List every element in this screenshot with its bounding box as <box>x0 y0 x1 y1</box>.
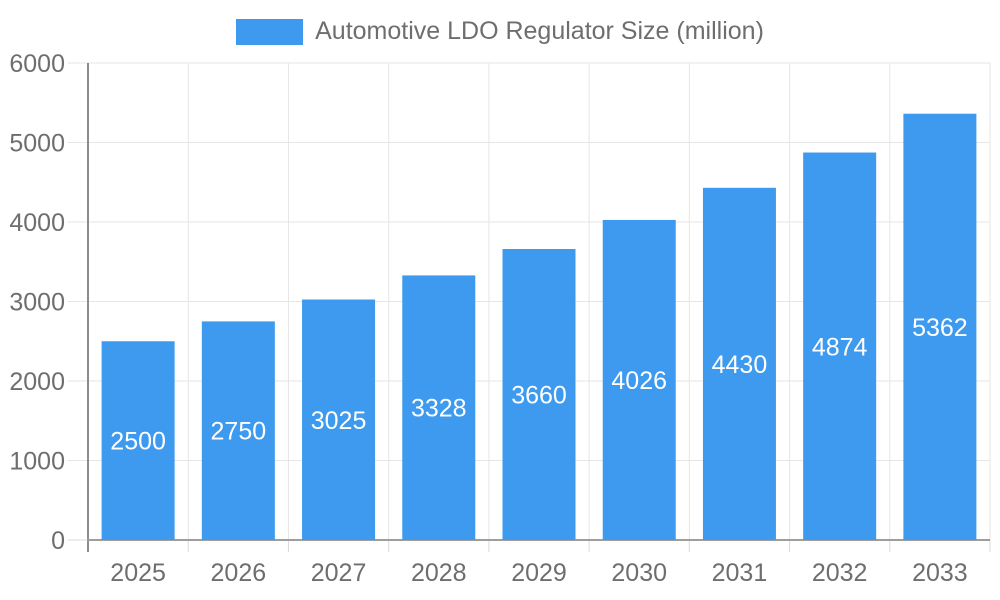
bar-2032 <box>803 152 877 540</box>
bar-2029 <box>502 249 576 540</box>
x-axis-label-2028: 2028 <box>411 559 467 587</box>
x-axis-label-2033: 2033 <box>912 559 968 587</box>
y-axis-label-1000: 1000 <box>9 448 65 476</box>
bar-2026 <box>201 321 275 540</box>
y-axis-label-2000: 2000 <box>9 368 65 396</box>
bar-2025 <box>101 341 175 540</box>
x-axis-label-2026: 2026 <box>211 559 267 587</box>
bar-value-label-2025: 2500 <box>110 428 166 456</box>
bar-value-label-2030: 4026 <box>611 367 667 395</box>
x-axis-label-2032: 2032 <box>812 559 868 587</box>
x-axis-label-2031: 2031 <box>712 559 768 587</box>
bar-value-label-2029: 3660 <box>511 382 567 410</box>
bar-2031 <box>702 187 776 540</box>
y-axis-label-0: 0 <box>51 527 65 555</box>
bar-2027 <box>302 299 376 540</box>
x-axis-label-2030: 2030 <box>611 559 667 587</box>
bar-value-label-2031: 4430 <box>712 351 768 379</box>
x-axis-label-2025: 2025 <box>110 559 166 587</box>
bar-value-label-2026: 2750 <box>211 418 267 446</box>
bar-value-label-2033: 5362 <box>912 314 968 342</box>
bar-value-label-2027: 3025 <box>311 407 367 435</box>
bar-2033 <box>903 113 977 540</box>
x-axis-label-2027: 2027 <box>311 559 367 587</box>
x-axis-label-2029: 2029 <box>511 559 567 587</box>
y-axis-label-4000: 4000 <box>9 209 65 237</box>
bar-2030 <box>602 219 676 541</box>
y-axis-label-3000: 3000 <box>9 289 65 317</box>
y-axis-label-6000: 6000 <box>9 50 65 78</box>
bar-value-label-2032: 4874 <box>812 333 868 361</box>
bar-2028 <box>402 275 476 540</box>
y-axis-label-5000: 5000 <box>9 130 65 158</box>
bar-value-label-2028: 3328 <box>411 395 467 423</box>
